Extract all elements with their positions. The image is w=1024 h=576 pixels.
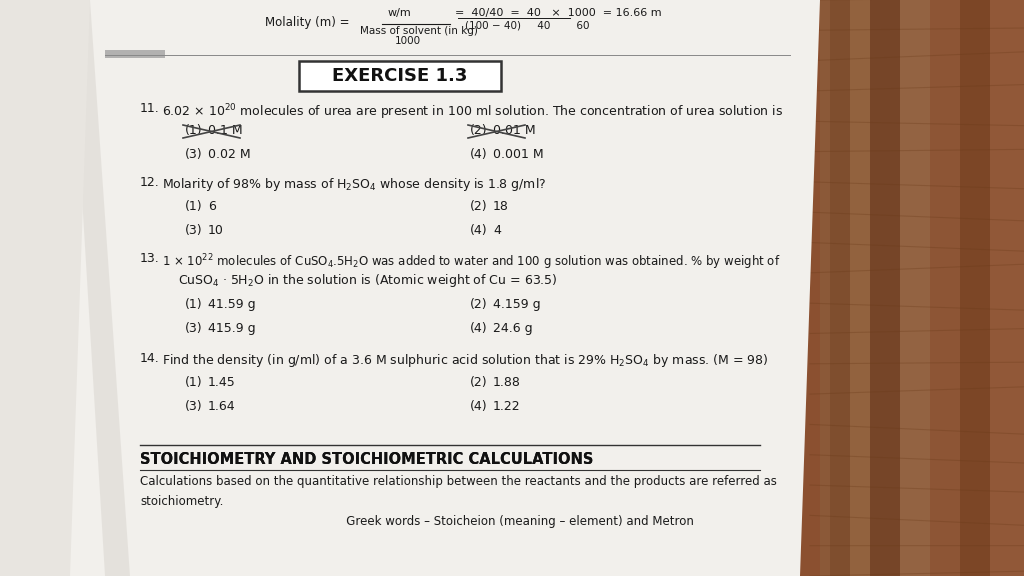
Text: (1): (1) (185, 200, 203, 213)
Text: 1.22: 1.22 (493, 400, 520, 413)
Bar (105, 50, 165, 58)
Text: 1 × 10$^{22}$ molecules of CuSO$_4$.5H$_2$O was added to water and 100 g solutio: 1 × 10$^{22}$ molecules of CuSO$_4$.5H$_… (162, 252, 780, 272)
Text: 24.6 g: 24.6 g (493, 322, 532, 335)
FancyBboxPatch shape (299, 61, 501, 91)
Text: 0.1 M: 0.1 M (208, 124, 243, 137)
Text: w/m: w/m (388, 8, 412, 18)
Text: 4: 4 (493, 224, 501, 237)
Text: 11.: 11. (140, 102, 160, 115)
Text: (100 − 40)     40        60: (100 − 40) 40 60 (465, 20, 590, 30)
Text: (3): (3) (185, 322, 203, 335)
Text: (1): (1) (185, 298, 203, 311)
Text: (4): (4) (470, 400, 487, 413)
Text: (3): (3) (185, 224, 203, 237)
Text: STOICHIOMETRY AND STOICHIOMETRIC CALCULATIONS: STOICHIOMETRY AND STOICHIOMETRIC CALCULA… (140, 452, 593, 467)
Bar (961, 0, 1024, 576)
Text: (2): (2) (470, 200, 487, 213)
Text: 6: 6 (208, 200, 216, 213)
Text: Molarity of 98% by mass of H$_2$SO$_4$ whose density is 1.8 g/ml?: Molarity of 98% by mass of H$_2$SO$_4$ w… (162, 176, 547, 193)
Text: (4): (4) (470, 148, 487, 161)
Text: (3): (3) (185, 400, 203, 413)
Text: Molality (m) =: Molality (m) = (265, 16, 353, 29)
Text: Find the density (in g/ml) of a 3.6 M sulphuric acid solution that is 29% H$_2$S: Find the density (in g/ml) of a 3.6 M su… (162, 352, 768, 369)
Text: 14.: 14. (140, 352, 160, 365)
Bar (900, 0, 1024, 576)
Bar (870, 0, 1024, 576)
Text: CuSO$_4$ · 5H$_2$O in the solution is (Atomic weight of Cu = 63.5): CuSO$_4$ · 5H$_2$O in the solution is (A… (178, 272, 558, 289)
Text: (4): (4) (470, 322, 487, 335)
Text: (2): (2) (470, 298, 487, 311)
Text: (1): (1) (185, 376, 203, 389)
Text: 18: 18 (493, 200, 509, 213)
Text: 1000: 1000 (395, 36, 421, 46)
Text: EXERCISE 1.3: EXERCISE 1.3 (333, 67, 468, 85)
Bar (820, 0, 1024, 576)
Text: (1): (1) (185, 124, 203, 137)
Text: (3): (3) (185, 148, 203, 161)
Text: stoichiometry.: stoichiometry. (140, 495, 223, 508)
Text: STOICHIOMETRY AND STOICHIOMETRIC CALCULATIONS: STOICHIOMETRY AND STOICHIOMETRIC CALCULA… (140, 452, 593, 467)
Bar (930, 0, 1024, 576)
Polygon shape (0, 0, 90, 576)
Text: 12.: 12. (140, 176, 160, 189)
Bar (850, 0, 1024, 576)
Polygon shape (70, 0, 130, 576)
Text: 6.02 × 10$^{20}$ molecules of urea are present in 100 ml solution. The concentra: 6.02 × 10$^{20}$ molecules of urea are p… (162, 102, 783, 122)
Text: 4.159 g: 4.159 g (493, 298, 541, 311)
Polygon shape (0, 0, 820, 576)
Bar (800, 0, 1024, 576)
Text: =  40/40  =  40   ×  1000  = 16.66 m: = 40/40 = 40 × 1000 = 16.66 m (455, 8, 662, 18)
Text: 0.01 M: 0.01 M (493, 124, 536, 137)
Text: (4): (4) (470, 224, 487, 237)
Text: Mass of solvent (in kg): Mass of solvent (in kg) (360, 26, 478, 36)
Text: 415.9 g: 415.9 g (208, 322, 256, 335)
Text: 1.64: 1.64 (208, 400, 236, 413)
Text: 13.: 13. (140, 252, 160, 265)
Text: Calculations based on the quantitative relationship between the reactants and th: Calculations based on the quantitative r… (140, 475, 777, 488)
Text: 0.001 M: 0.001 M (493, 148, 544, 161)
Text: (2): (2) (470, 376, 487, 389)
Bar (990, 0, 1024, 576)
Text: 41.59 g: 41.59 g (208, 298, 256, 311)
Text: 1.88: 1.88 (493, 376, 521, 389)
Text: Greek words – Stoicheion (meaning – element) and Metron: Greek words – Stoicheion (meaning – elem… (140, 515, 694, 528)
Text: 10: 10 (208, 224, 224, 237)
Text: (2): (2) (470, 124, 487, 137)
Text: 1.45: 1.45 (208, 376, 236, 389)
Bar (830, 0, 1024, 576)
Text: 0.02 M: 0.02 M (208, 148, 251, 161)
